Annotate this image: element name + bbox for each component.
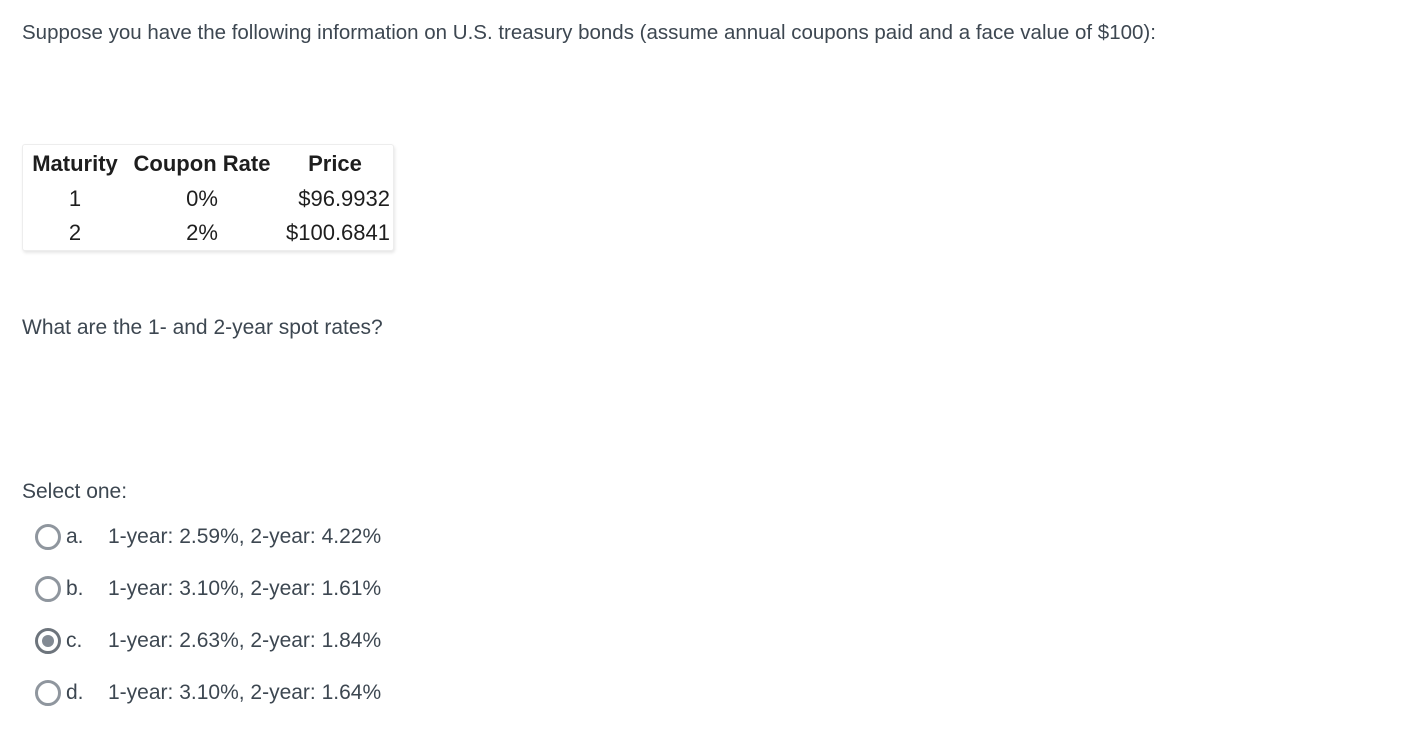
price-value: $100.6841 (286, 220, 390, 245)
option-text: 1-year: 3.10%, 2-year: 1.61% (108, 577, 382, 600)
col-header-price: Price (308, 150, 362, 176)
table-header-row: Maturity Coupon Rate Price (23, 145, 393, 182)
answer-option-c[interactable]: c. 1-year: 2.63%, 2-year: 1.84% (35, 627, 381, 655)
answer-option-a[interactable]: a. 1-year: 2.59%, 2-year: 4.22% (35, 523, 381, 551)
option-text: 1-year: 2.63%, 2-year: 1.84% (108, 629, 382, 652)
option-text: 1-year: 3.10%, 2-year: 1.64% (108, 681, 382, 704)
answer-option-d[interactable]: d. 1-year: 3.10%, 2-year: 1.64% (35, 679, 381, 707)
option-letter: c. (66, 629, 83, 652)
table-row: 1 0% $96.9932 (23, 182, 393, 216)
radio-button[interactable] (35, 524, 61, 550)
answer-option-b[interactable]: b. 1-year: 3.10%, 2-year: 1.61% (35, 575, 381, 603)
option-letter: d. (66, 681, 84, 704)
radio-button-selected[interactable] (35, 628, 61, 654)
maturity-value: 2 (68, 220, 82, 245)
question-text: What are the 1- and 2-year spot rates? (22, 316, 383, 339)
option-letter: b. (66, 577, 84, 600)
col-header-coupon-rate: Coupon Rate (133, 150, 271, 176)
option-letter: a. (66, 525, 84, 548)
col-header-maturity: Maturity (32, 150, 118, 176)
option-text: 1-year: 2.59%, 2-year: 4.22% (108, 525, 382, 548)
select-one-label: Select one: (22, 480, 128, 503)
question-intro: Suppose you have the following informati… (22, 21, 1156, 44)
price-value: $96.9932 (298, 186, 390, 211)
radio-button[interactable] (35, 680, 61, 706)
table-row: 2 2% $100.6841 (23, 216, 393, 250)
maturity-value: 1 (68, 186, 82, 211)
coupon-rate-value: 2% (186, 220, 218, 245)
bond-table: Maturity Coupon Rate Price 1 0% $96.9932… (22, 144, 394, 251)
coupon-rate-value: 0% (186, 186, 218, 211)
radio-button[interactable] (35, 576, 61, 602)
bond-table-grid: Maturity Coupon Rate Price 1 0% $96.9932… (23, 145, 393, 250)
